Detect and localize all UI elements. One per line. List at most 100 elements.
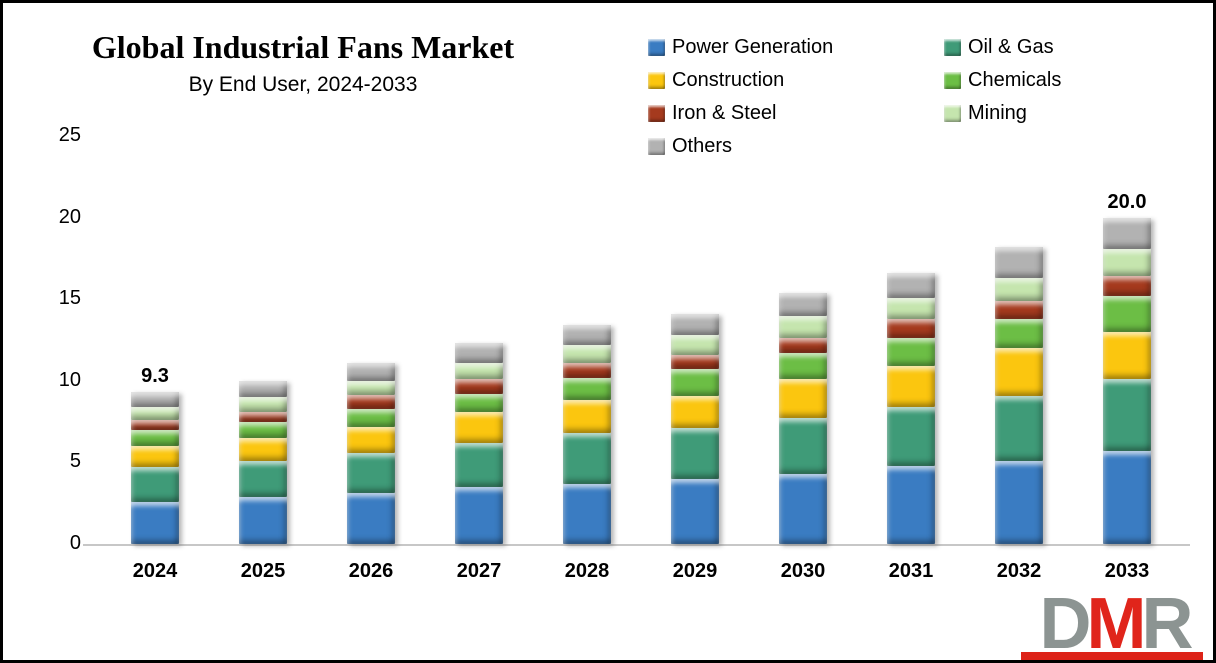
legend-color-swatch (944, 104, 961, 122)
segment-others (131, 392, 179, 407)
legend-item-chemicals: Chemicals (944, 68, 1061, 92)
logo-letter-m: M (1086, 584, 1147, 663)
segment-chemicals (995, 318, 1043, 349)
segment-chemicals (779, 353, 827, 380)
segment-mining (131, 406, 179, 421)
legend-label: Mining (968, 102, 1027, 124)
segment-power-generation (563, 483, 611, 544)
segment-others (239, 380, 287, 398)
segment-chemicals (347, 408, 395, 427)
segment-oil-gas (887, 406, 935, 466)
y-tick-label: 5 (69, 450, 81, 473)
legend-label: Oil & Gas (968, 36, 1054, 58)
segment-mining (347, 380, 395, 396)
segment-mining (239, 397, 287, 412)
segment-chemicals (887, 338, 935, 367)
segment-construction (563, 400, 611, 434)
logo-letter-r: R (1141, 584, 1193, 663)
dmr-logo: DMR (1019, 588, 1209, 660)
segment-others (1103, 217, 1151, 249)
segment-iron-steel (779, 338, 827, 354)
x-tick-label: 2032 (996, 560, 1042, 582)
segment-oil-gas (779, 418, 827, 474)
legend-color-swatch (648, 104, 665, 122)
bar-2032: 2032 (965, 135, 1073, 582)
segment-oil-gas (671, 428, 719, 479)
segment-mining (1103, 248, 1151, 277)
bar-2025: 2025 (209, 135, 317, 582)
legend-item-mining: Mining (944, 101, 1061, 125)
x-tick-label: 2030 (780, 560, 826, 582)
bar-total-label: 20.0 (1107, 190, 1147, 213)
logo-red-bar (1021, 652, 1203, 660)
bar-total-label: 9.3 (141, 365, 169, 388)
dmr-logo-letters: DMR (1019, 588, 1209, 660)
segment-iron-steel (347, 395, 395, 409)
segment-mining (779, 315, 827, 339)
segment-others (671, 313, 719, 336)
segment-others (563, 325, 611, 345)
legend-item-iron-steel: Iron & Steel (648, 101, 944, 125)
y-tick-label: 25 (58, 124, 81, 146)
legend-color-swatch (944, 71, 961, 89)
segment-power-generation (1103, 451, 1151, 544)
segment-construction (1103, 331, 1151, 380)
segment-construction (131, 446, 179, 468)
segment-iron-steel (131, 420, 179, 430)
segment-construction (671, 395, 719, 429)
segment-construction (779, 379, 827, 419)
segment-power-generation (887, 465, 935, 544)
x-tick-label: 2024 (132, 560, 178, 582)
bar-stack (131, 392, 179, 544)
bar-stack (563, 325, 611, 544)
page-title: Global Industrial Fans Market (91, 29, 515, 65)
legend-label: Power Generation (672, 36, 834, 58)
x-axis-line (83, 544, 1190, 546)
legend: Power Generation Oil & Gas Construction Che… (648, 35, 1061, 158)
segment-oil-gas (1103, 379, 1151, 451)
segment-power-generation (455, 486, 503, 544)
legend-label: Construction (672, 69, 785, 91)
bar-stack (239, 380, 287, 544)
segment-construction (887, 366, 935, 407)
segment-chemicals (131, 429, 179, 447)
segment-chemicals (239, 421, 287, 439)
segment-others (995, 247, 1043, 279)
legend-item-power-generation: Power Generation (648, 35, 944, 59)
legend-item-others: Others (648, 134, 944, 158)
bar-2026: 2026 (317, 135, 425, 582)
segment-oil-gas (131, 467, 179, 502)
legend-color-swatch (648, 137, 665, 155)
segment-mining (887, 297, 935, 319)
segment-iron-steel (455, 379, 503, 394)
x-tick-label: 2026 (348, 560, 394, 582)
segment-iron-steel (671, 354, 719, 370)
segment-mining (455, 362, 503, 380)
bar-stack (887, 273, 935, 544)
segment-construction (995, 348, 1043, 396)
segment-iron-steel (995, 300, 1043, 319)
segment-power-generation (347, 493, 395, 544)
y-tick-label: 20 (58, 205, 81, 228)
legend-color-swatch (648, 71, 665, 89)
logo-letter-d: D (1039, 584, 1092, 663)
bar-2031: 2031 (857, 135, 965, 582)
x-tick-label: 2033 (1104, 560, 1150, 582)
legend-label: Others (672, 135, 733, 157)
bar-stack (671, 313, 719, 544)
segment-oil-gas (563, 433, 611, 484)
segment-oil-gas (995, 395, 1043, 461)
bar-stack (455, 343, 503, 544)
legend-item-construction: Construction (648, 68, 944, 92)
segment-oil-gas (455, 442, 503, 487)
segment-iron-steel (563, 362, 611, 378)
segment-mining (995, 278, 1043, 301)
segment-construction (347, 426, 395, 453)
segment-power-generation (995, 460, 1043, 544)
segment-others (887, 273, 935, 298)
segment-chemicals (1103, 296, 1151, 332)
segment-iron-steel (887, 318, 935, 339)
segment-power-generation (671, 478, 719, 544)
header: Global Industrial Fans Market By End Use… (43, 29, 563, 97)
